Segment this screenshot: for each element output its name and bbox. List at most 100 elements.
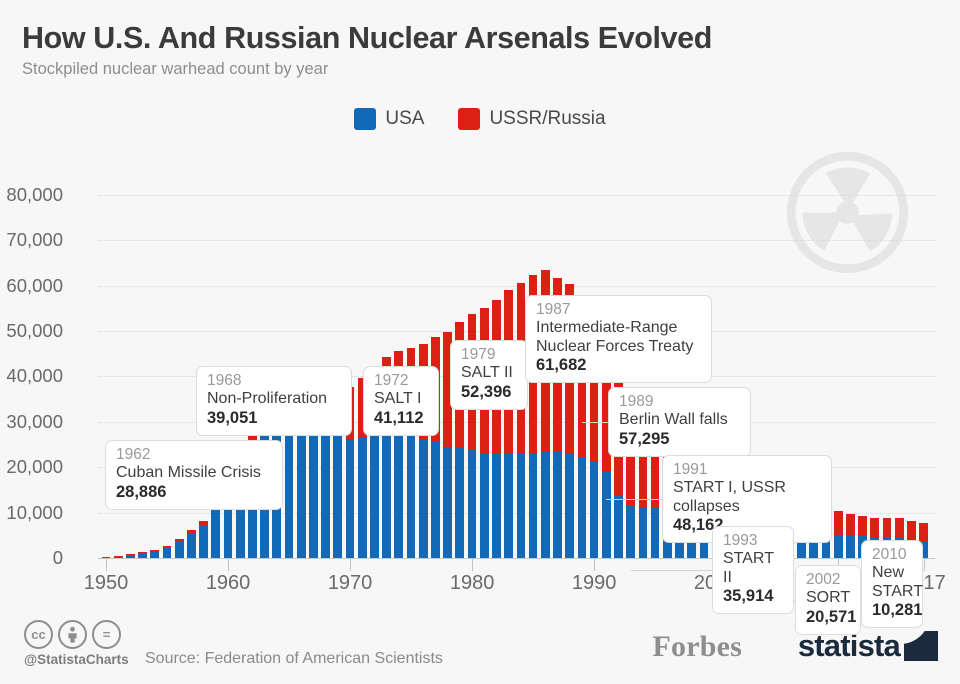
bar-segment-usa	[211, 502, 221, 558]
bar-column	[845, 513, 855, 558]
bar-segment-usa	[833, 535, 843, 558]
callout-value: 57,295	[619, 429, 670, 448]
callout-year: 1989	[619, 393, 654, 410]
x-axis-tick	[472, 558, 474, 571]
plot-wrapper: 0 10,000 20,000 30,000 40,000 50,000 60,000 70,…	[0, 150, 960, 635]
callout-value: 28,886	[116, 482, 167, 501]
bar-segment-usa	[296, 416, 306, 558]
chart-legend: USA USSR/Russia	[0, 108, 960, 130]
bar-column	[138, 552, 148, 558]
bar-segment-usa	[467, 450, 477, 558]
bar-segment-usa	[528, 452, 538, 558]
legend-swatch-icon	[458, 108, 481, 130]
y-axis-label: 20,000	[6, 456, 63, 478]
callout-event: START I, USSR collapses	[673, 478, 786, 515]
bar-column	[357, 378, 367, 558]
callout-event: Intermediate-Range Nuclear Forces Treaty	[536, 318, 694, 355]
annotation-callout-1993: 1993 START II 35,914	[712, 526, 794, 615]
x-axis-label: 1970	[327, 572, 373, 594]
x-axis-tick	[838, 558, 840, 571]
bar-segment-usa	[174, 541, 184, 558]
bar-column	[516, 282, 526, 558]
bar-segment-usa	[321, 423, 331, 558]
callout-year: 2010	[872, 546, 907, 563]
callout-value: 10,281	[872, 601, 923, 620]
cc-icon: cc	[24, 620, 53, 649]
bar-segment-usa	[650, 508, 660, 558]
y-axis-label: 80,000	[6, 183, 63, 205]
bar-segment-ussr	[150, 549, 160, 551]
bar-segment-usa	[199, 524, 209, 558]
bar-segment-usa	[504, 452, 514, 558]
legend-swatch-icon	[354, 108, 377, 130]
forbes-logo: Forbes	[652, 630, 742, 663]
bar-segment-usa	[540, 452, 550, 558]
bar-column	[162, 546, 172, 558]
creative-commons-icons: cc =	[24, 620, 121, 649]
bar-segment-ussr	[919, 522, 928, 541]
bar-segment-usa	[345, 439, 355, 558]
legend-label: USSR/Russia	[489, 108, 606, 129]
bar-segment-usa	[138, 552, 148, 558]
bar-segment-usa	[113, 556, 123, 558]
bar-segment-usa	[370, 435, 379, 558]
bar-segment-usa	[492, 453, 501, 558]
bar-segment-ussr	[443, 331, 453, 448]
callout-value: 61,682	[536, 356, 587, 375]
bar-segment-usa	[821, 534, 831, 558]
bar-segment-ussr	[845, 513, 855, 536]
bar-column	[174, 539, 184, 558]
header: How U.S. And Russian Nuclear Arsenals Ev…	[22, 20, 938, 80]
callout-year: 1987	[536, 301, 571, 318]
bar-segment-usa	[101, 556, 111, 558]
bar-segment-usa	[479, 453, 489, 558]
callout-value: 39,051	[207, 408, 258, 427]
bar-column	[150, 549, 160, 558]
bar-segment-usa	[418, 440, 428, 558]
callout-leader-line	[630, 570, 712, 571]
x-axis-tick	[106, 558, 108, 571]
bar-segment-usa	[223, 473, 233, 558]
bar-column	[199, 520, 209, 558]
bar-column	[833, 511, 843, 558]
bar-segment-ussr	[882, 517, 892, 537]
bar-segment-ussr	[906, 521, 916, 540]
bar-segment-ussr	[858, 515, 867, 537]
annotation-callout-2002: 2002 SORT 20,571	[795, 565, 861, 635]
legend-item-usa: USA	[354, 108, 424, 130]
bar-segment-usa	[601, 471, 611, 558]
chart-subtitle: Stockpiled nuclear warhead count by year	[22, 60, 329, 78]
page-title: How U.S. And Russian Nuclear Arsenals Ev…	[22, 21, 712, 55]
x-axis-tick	[594, 558, 596, 571]
x-axis-label: 1990	[571, 572, 617, 594]
callout-value: 48,162	[673, 516, 724, 535]
bar-segment-usa	[553, 451, 562, 558]
statista-handle: @StatistaCharts	[24, 652, 129, 667]
bar-segment-usa	[565, 453, 575, 558]
bar-segment-usa	[406, 434, 416, 558]
x-axis-label: 1950	[83, 572, 129, 594]
bar-segment-usa	[187, 532, 196, 558]
bar-segment-ussr	[870, 517, 880, 537]
callout-year: 2002	[806, 571, 841, 588]
gridline	[98, 240, 935, 242]
annotation-callout-1987: 1987 Intermediate-Range Nuclear Forces Tr…	[525, 295, 712, 384]
callout-year: 1968	[207, 372, 242, 389]
annotation-callout-1968: 1968 Non-Proliferation 39,051	[196, 366, 352, 436]
x-axis-tick	[350, 558, 352, 571]
bar-segment-usa	[638, 508, 648, 558]
bar-column	[492, 299, 501, 558]
gridline	[98, 194, 935, 196]
bar-segment-usa	[382, 429, 392, 558]
callout-leader-line	[606, 499, 662, 500]
callout-year: 1991	[673, 461, 708, 478]
bar-segment-usa	[333, 432, 343, 558]
callout-year: 1993	[723, 532, 758, 549]
annotation-callout-2010: 2010 New START 10,281	[861, 540, 923, 629]
callout-event: Berlin Wall falls	[619, 410, 728, 428]
bar-segment-ussr	[601, 339, 611, 472]
bar-segment-ussr	[650, 414, 660, 509]
bar-segment-usa	[589, 460, 599, 558]
bar-segment-usa	[626, 505, 636, 558]
